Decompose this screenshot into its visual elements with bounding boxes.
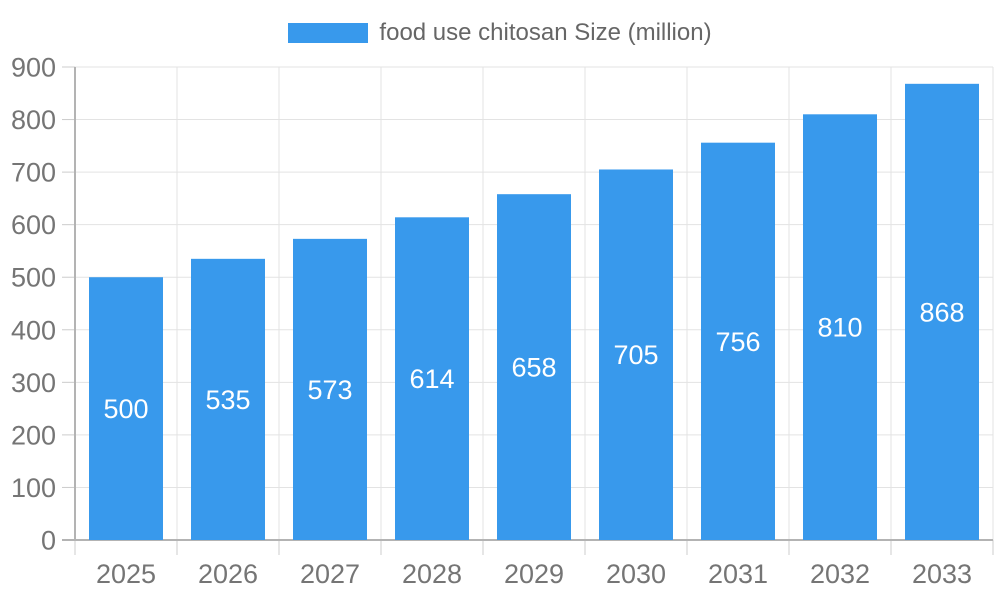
bar-2028[interactable] <box>395 217 469 540</box>
y-axis-label: 900 <box>11 53 56 83</box>
legend-label: food use chitosan Size (million) <box>379 19 712 46</box>
x-axis-label: 2029 <box>504 559 564 589</box>
x-axis-label: 2031 <box>708 559 768 589</box>
x-axis-label: 2030 <box>606 559 666 589</box>
bar-value-label: 500 <box>103 394 148 424</box>
x-axis-label: 2033 <box>912 559 972 589</box>
bar-2030[interactable] <box>599 169 673 540</box>
bar-2029[interactable] <box>497 194 571 540</box>
bar-value-label: 614 <box>409 364 454 394</box>
y-axis-label: 800 <box>11 105 56 135</box>
y-axis-label: 200 <box>11 420 56 450</box>
bar-value-label: 535 <box>205 385 250 415</box>
bar-2031[interactable] <box>701 142 775 540</box>
bar-2026[interactable] <box>191 258 265 540</box>
bar-value-label: 573 <box>307 375 352 405</box>
y-axis-label: 100 <box>11 473 56 503</box>
bar-2025[interactable] <box>89 277 163 540</box>
x-axis-label: 2025 <box>96 559 156 589</box>
bar-value-label: 658 <box>511 353 556 383</box>
bar-value-label: 810 <box>817 313 862 343</box>
x-axis-label: 2032 <box>810 559 870 589</box>
bar-value-label: 756 <box>715 327 760 357</box>
x-axis-label: 2027 <box>300 559 360 589</box>
legend-swatch <box>288 23 369 43</box>
y-axis-label: 700 <box>11 158 56 188</box>
y-axis-label: 600 <box>11 210 56 240</box>
y-axis-label: 500 <box>11 263 56 293</box>
x-axis-label: 2026 <box>198 559 258 589</box>
legend[interactable]: food use chitosan Size (million) <box>0 19 1000 46</box>
bar-2032[interactable] <box>803 114 877 541</box>
bar-value-label: 705 <box>613 340 658 370</box>
x-axis-label: 2028 <box>402 559 462 589</box>
y-axis-label: 0 <box>41 526 56 556</box>
bar-2033[interactable] <box>905 83 979 540</box>
bar-2027[interactable] <box>293 238 367 540</box>
y-axis-label: 300 <box>11 368 56 398</box>
y-axis-label: 400 <box>11 315 56 345</box>
bar-value-label: 868 <box>919 297 964 327</box>
